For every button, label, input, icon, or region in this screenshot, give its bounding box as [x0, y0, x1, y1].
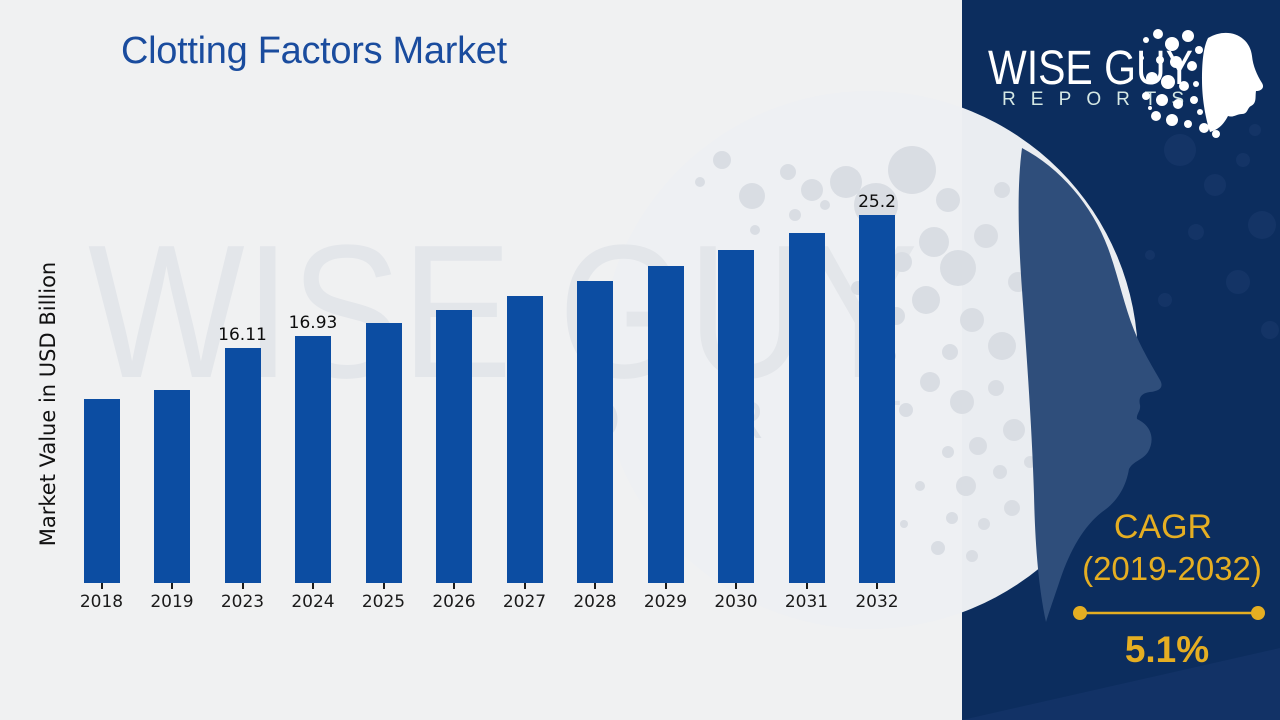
x-tick-2025 — [382, 583, 385, 589]
x-category-label: 2031 — [784, 592, 829, 612]
x-tick-2019 — [171, 583, 173, 589]
value-label-2023: 16.11 — [218, 325, 267, 345]
bar-2030 — [718, 250, 754, 583]
bar-2025 — [365, 323, 402, 583]
face-silhouette-icon — [1018, 148, 1162, 622]
bar-2019 — [154, 390, 190, 583]
x-tick-2024 — [312, 583, 314, 589]
bar-2027 — [506, 296, 543, 583]
logo-face-icon — [1202, 32, 1264, 132]
panel-corner-accent — [962, 648, 1280, 720]
logo-dots-icon — [1140, 29, 1220, 138]
x-category-label: 2026 — [432, 592, 476, 612]
bar-2024 — [295, 336, 331, 583]
value-label-2024: 16.93 — [288, 313, 338, 333]
x-category-label: 2023 — [220, 592, 265, 612]
bar-2029 — [647, 266, 684, 583]
dots-pattern-icon — [962, 182, 1052, 562]
cagr-range: (2019-2032) — [1082, 550, 1262, 587]
x-category-label: 2019 — [150, 592, 194, 612]
x-category-label: 2028 — [573, 592, 617, 612]
bar-2018 — [83, 399, 120, 583]
x-category-label: 2027 — [502, 592, 547, 612]
x-tick-2030 — [735, 583, 737, 589]
cagr-label: CAGR — [1114, 508, 1212, 546]
value-label-2032: 25.2 — [858, 192, 896, 212]
x-tick-2029 — [664, 583, 667, 589]
bar-2032 — [859, 215, 895, 583]
bar-2028 — [577, 281, 613, 583]
cagr-underline-dot — [1073, 606, 1087, 620]
logo-wordmark: WISE GUY — [988, 42, 1193, 95]
x-category-label: 2018 — [79, 592, 124, 612]
x-category-label: 2029 — [643, 592, 688, 612]
x-tick-2027 — [523, 583, 526, 589]
x-tick-2026 — [453, 583, 455, 589]
bar-2031 — [788, 233, 825, 583]
x-tick-2032 — [876, 583, 878, 589]
cagr-value: 5.1% — [1125, 629, 1209, 670]
dots-pattern-icon — [1145, 124, 1279, 339]
cagr-underline-dot — [1251, 606, 1265, 620]
x-tick-2018 — [100, 583, 103, 589]
cagr-block: CAGR (2019-2032) 5.1% — [1073, 508, 1265, 670]
page-title: Clotting Factors Market — [121, 30, 507, 72]
x-tick-2028 — [594, 583, 596, 589]
x-tick-2023 — [241, 583, 244, 589]
x-category-label: 2030 — [714, 592, 758, 612]
x-tick-2031 — [805, 583, 808, 589]
bar-2026 — [436, 310, 472, 583]
x-category-label: 2032 — [855, 592, 899, 612]
x-category-label: 2024 — [291, 592, 335, 612]
bar-2023 — [224, 348, 261, 583]
x-category-label: 2025 — [361, 592, 406, 612]
